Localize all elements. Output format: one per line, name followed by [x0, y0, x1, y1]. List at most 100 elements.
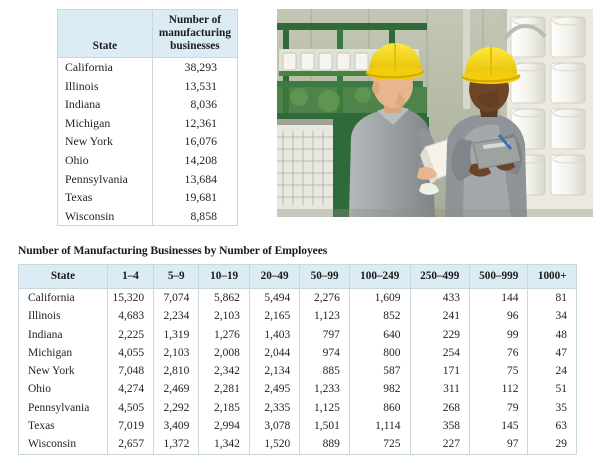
table1-header-count-line1: Number of: [168, 14, 221, 26]
table2-cell-state: California: [18, 288, 108, 308]
table2-cell-value: 15,320: [106, 288, 155, 308]
table1-cell-count: 38,293: [151, 57, 239, 77]
table1-cell-state: Wisconsin: [57, 206, 153, 227]
table2-cell-value: 5,862: [198, 288, 250, 308]
table2-cell-value: 1,520: [248, 435, 301, 455]
table2-cell-state: Wisconsin: [18, 435, 108, 455]
worker-right: [445, 47, 527, 217]
table2-cell-value: 433: [409, 288, 470, 308]
table2-cell-value: 76: [468, 343, 529, 363]
factory-workers-photo: [277, 9, 593, 217]
table2-cell-value: 1,123: [299, 307, 350, 326]
table2-cell-state: Texas: [18, 417, 108, 436]
table2-body: California 15,320 7,074 5,862 5,494 2,276 1,60…: [18, 288, 577, 455]
table2-cell-value: 587: [348, 362, 411, 381]
table2-cell-value: 1,276: [198, 325, 250, 344]
table2-cell-value: 47: [527, 343, 577, 363]
table2-cell-value: 1,125: [299, 398, 350, 418]
worker-left: [349, 43, 438, 217]
table2-cell-value: 4,505: [106, 398, 155, 418]
table2-cell-state: Illinois: [18, 307, 108, 326]
table2-cell-value: 1,403: [248, 325, 301, 344]
table2-cell-value: 2,342: [198, 362, 250, 381]
table2-header-bucket-1: 1–4: [106, 264, 155, 289]
table2-cell-value: 885: [299, 362, 350, 381]
table1-header-row: State Number of manufacturing businesses: [57, 9, 239, 58]
table2-header-bucket-6: 100–249: [348, 264, 411, 289]
table1-cell-count: 13,531: [151, 76, 239, 96]
table1-cell-state: New York: [57, 132, 153, 151]
table2-cell-state: Indiana: [18, 325, 108, 344]
table2-cell-value: 2,008: [198, 343, 250, 363]
table2-cell-value: 1,319: [153, 325, 200, 344]
table2-cell-value: 2,469: [153, 380, 200, 399]
table1-cell-count: 16,076: [151, 132, 239, 151]
table2-cell-value: 797: [299, 325, 350, 344]
table1-cell-state: Ohio: [57, 150, 153, 170]
table2-cell-value: 974: [299, 343, 350, 363]
table-row: California 38,293: [57, 57, 239, 77]
table2-cell-value: 75: [468, 362, 529, 381]
table2-cell-value: 24: [527, 362, 577, 381]
table-row: Texas 19,681: [57, 188, 239, 207]
table2-cell-value: 1,342: [198, 435, 250, 455]
table2-cell-value: 35: [527, 398, 577, 418]
table2-cell-value: 3,409: [153, 417, 200, 436]
table-row: Ohio 4,274 2,469 2,281 2,495 1,233 982 311 112 51: [18, 380, 577, 399]
table2-cell-state: Pennsylvania: [18, 398, 108, 418]
table2-cell-value: 1,114: [348, 417, 411, 436]
table2-header-bucket-4: 20–49: [248, 264, 301, 289]
table2-cell-value: 2,103: [198, 307, 250, 326]
table2-header-bucket-5: 50–99: [299, 264, 350, 289]
table2-cell-value: 171: [409, 362, 470, 381]
table-row: Indiana 8,036: [57, 95, 239, 114]
table2-cell-value: 1,233: [299, 380, 350, 399]
table2-cell-value: 2,103: [153, 343, 200, 363]
table-row: Texas 7,019 3,409 2,994 3,078 1,501 1,114 358 14…: [18, 417, 577, 436]
table1-cell-count: 12,361: [151, 113, 239, 133]
table1-cell-state: Pennsylvania: [57, 169, 153, 189]
table2-cell-value: 229: [409, 325, 470, 344]
table1-cell-count: 19,681: [151, 188, 239, 207]
table2-cell-value: 2,335: [248, 398, 301, 418]
table1-cell-state: Michigan: [57, 113, 153, 133]
table2-cell-state: Ohio: [18, 380, 108, 399]
table2-cell-value: 2,495: [248, 380, 301, 399]
table2-cell-value: 860: [348, 398, 411, 418]
table2-cell-value: 99: [468, 325, 529, 344]
table1-cell-count: 13,684: [151, 169, 239, 189]
table1-cell-state: Indiana: [57, 95, 153, 114]
table2-cell-value: 2,225: [106, 325, 155, 344]
table2-cell-value: 640: [348, 325, 411, 344]
table2-header: State 1–4 5–9 10–19 20–49 50–99 100–249 250–499…: [18, 264, 577, 289]
table1-header-count: Number of manufacturing businesses: [151, 9, 239, 58]
table1-cell-state: Illinois: [57, 76, 153, 96]
table-row: California 15,320 7,074 5,862 5,494 2,276 1,60…: [18, 288, 577, 308]
table2-cell-value: 1,609: [348, 288, 411, 308]
table1-cell-count: 8,858: [151, 206, 239, 227]
table2-cell-value: 2,292: [153, 398, 200, 418]
table2-cell-value: 7,019: [106, 417, 155, 436]
table2-cell-value: 4,055: [106, 343, 155, 363]
table-row: Michigan 12,361: [57, 113, 239, 133]
businesses-by-employee-count-table: State 1–4 5–9 10–19 20–49 50–99 100–249 250–499…: [18, 264, 577, 455]
table2-header-row: State 1–4 5–9 10–19 20–49 50–99 100–249 250–499…: [18, 264, 577, 289]
table-row: Wisconsin 8,858: [57, 206, 239, 227]
table2-header-bucket-7: 250–499: [409, 264, 470, 289]
table-row: Pennsylvania 4,505 2,292 2,185 2,335 1,125 860…: [18, 398, 577, 418]
table2-cell-value: 725: [348, 435, 411, 455]
table2-header-bucket-9: 1000+: [527, 264, 577, 289]
table2-cell-value: 1,501: [299, 417, 350, 436]
table-row: Pennsylvania 13,684: [57, 169, 239, 189]
table-row: Illinois 13,531: [57, 76, 239, 96]
table-row: Michigan 4,055 2,103 2,008 2,044 974 800 254 76 4…: [18, 343, 577, 363]
table2-header-bucket-3: 10–19: [198, 264, 250, 289]
table-row: New York 16,076: [57, 132, 239, 151]
table2-header-state: State: [18, 264, 108, 289]
table2-cell-value: 227: [409, 435, 470, 455]
top-section: State Number of manufacturing businesses…: [57, 9, 593, 227]
table2-title: Number of Manufacturing Businesses by Nu…: [18, 244, 328, 257]
table2-cell-value: 112: [468, 380, 529, 399]
table1-header-state: State: [57, 9, 153, 58]
table2-cell-value: 800: [348, 343, 411, 363]
